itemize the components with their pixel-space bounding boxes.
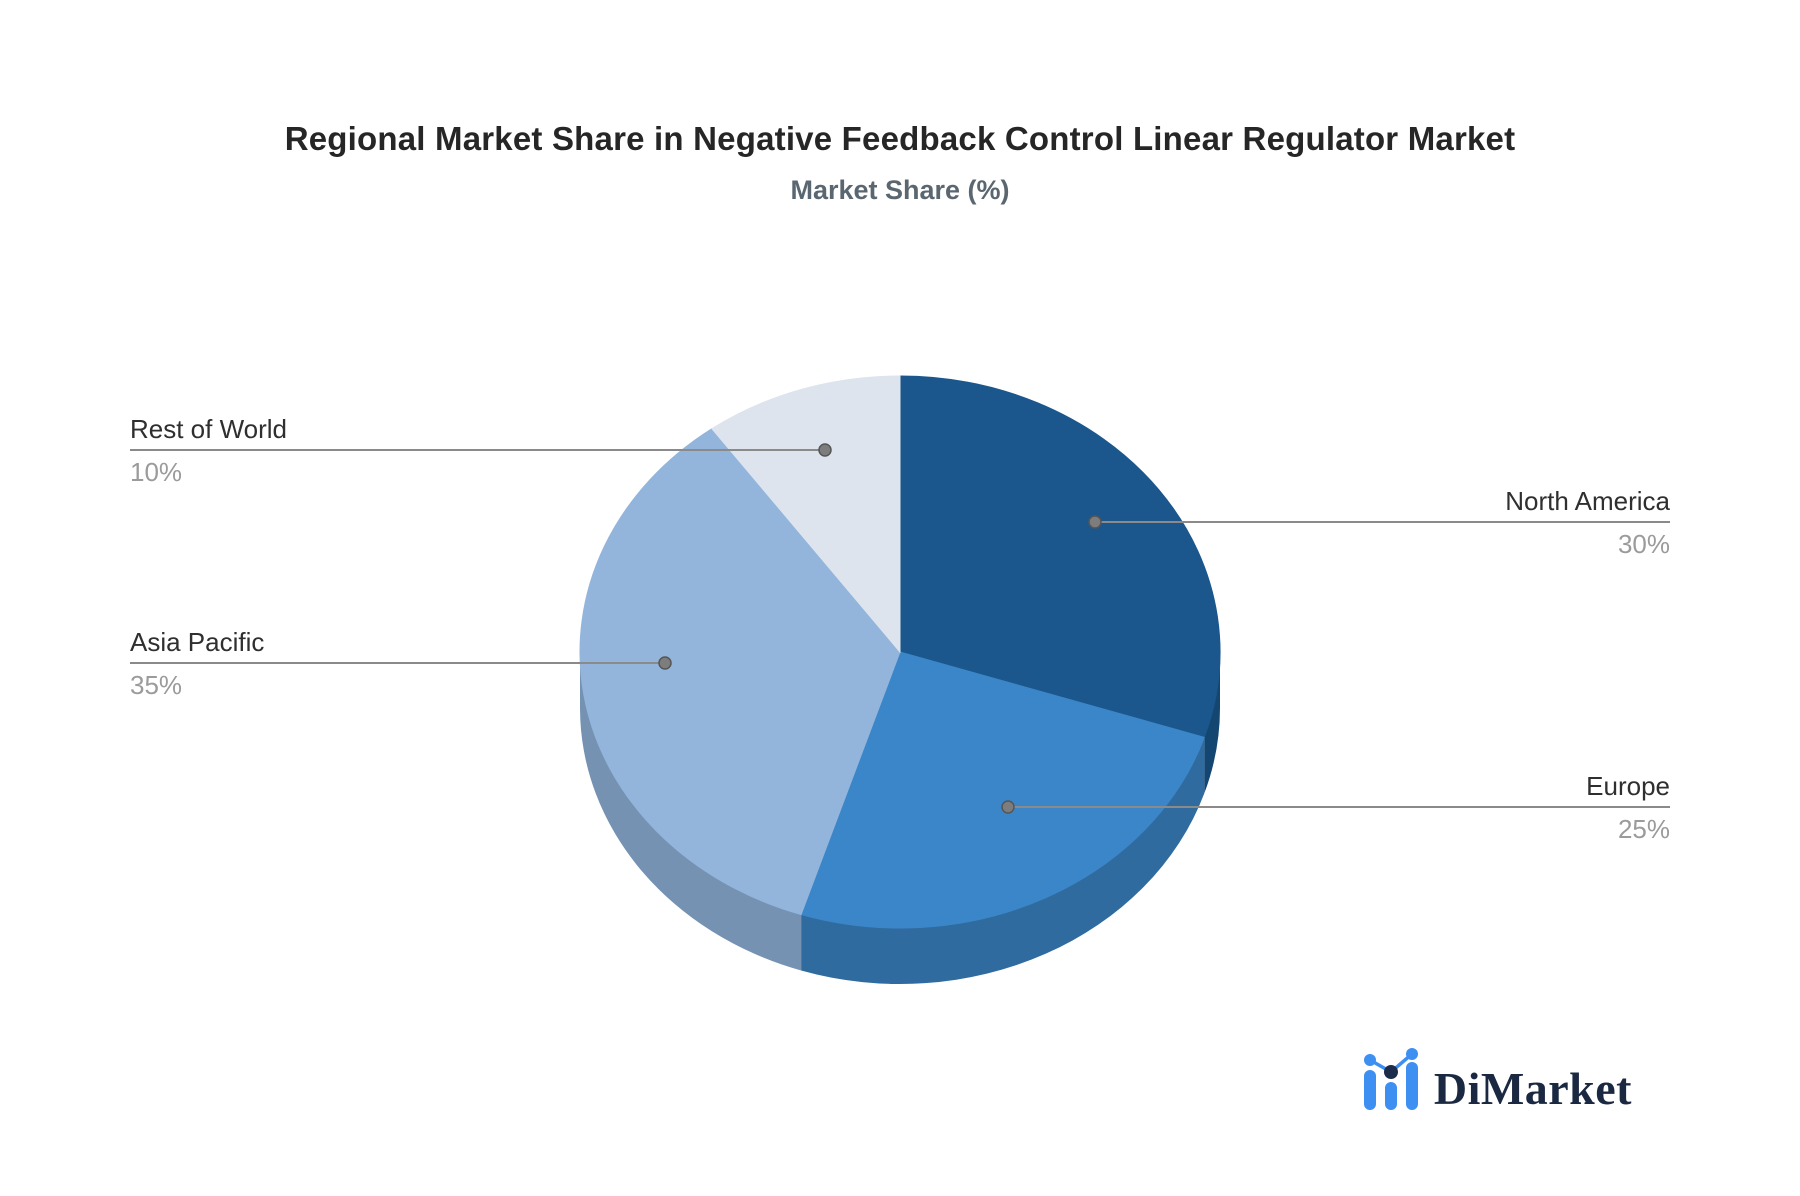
bar-line-chart-icon bbox=[1363, 1048, 1418, 1110]
slice-label: North America bbox=[1505, 486, 1670, 516]
slice-label: Asia Pacific bbox=[130, 627, 265, 657]
leader-dot-asia-pacific bbox=[658, 656, 672, 670]
slice-label: Europe bbox=[1586, 771, 1670, 801]
chart-title: Regional Market Share in Negative Feedba… bbox=[284, 120, 1516, 157]
callout-north-america: North America 30% bbox=[1250, 486, 1670, 559]
slice-value: 30% bbox=[1617, 529, 1670, 559]
leader-dot-europe bbox=[1001, 800, 1015, 814]
slice-value: 25% bbox=[1617, 814, 1670, 844]
slice-label: Rest of World bbox=[130, 414, 288, 444]
title-block: Regional Market Share in Negative Feedba… bbox=[0, 118, 1800, 206]
leader-dot-rest-of-world bbox=[818, 443, 832, 457]
slice-value: 35% bbox=[130, 670, 183, 700]
pie-depth-europe bbox=[801, 737, 1205, 985]
pie-slice-north-america bbox=[899, 375, 1221, 738]
pie-slice-rest-of-world bbox=[711, 375, 901, 654]
slice-value: 10% bbox=[130, 457, 183, 487]
brand-logo: DiMarket bbox=[1362, 1046, 1632, 1112]
leader-dot-north-america bbox=[1088, 515, 1102, 529]
pie-depth-asia-pacific bbox=[580, 652, 802, 971]
pie-slice-europe bbox=[800, 651, 1206, 929]
brand-logo-text: DiMarket bbox=[1433, 1063, 1632, 1114]
callout-europe: Europe 25% bbox=[1250, 771, 1670, 844]
chart-subtitle: Market Share (%) bbox=[790, 175, 1010, 206]
pie-slice-asia-pacific bbox=[579, 428, 901, 916]
callout-asia-pacific: Asia Pacific 35% bbox=[130, 627, 550, 700]
callout-rest-of-world: Rest of World 10% bbox=[130, 414, 550, 487]
pie-depth-north-america bbox=[1204, 652, 1220, 794]
